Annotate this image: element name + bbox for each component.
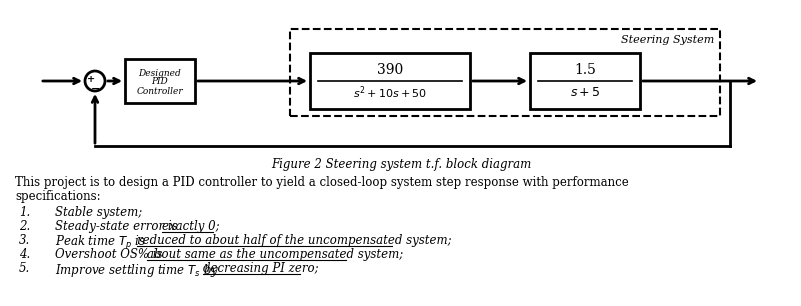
Text: decreasing PI zero;: decreasing PI zero; — [203, 262, 319, 275]
Text: +: + — [87, 76, 95, 84]
Text: −: − — [91, 83, 101, 94]
Text: Steady-state error is: Steady-state error is — [55, 220, 181, 233]
Text: Figure 2 Steering system t.f. block diagram: Figure 2 Steering system t.f. block diag… — [271, 158, 531, 171]
Text: 1.: 1. — [18, 206, 30, 219]
Text: Peak time $\mathit{T_p}$ is: Peak time $\mathit{T_p}$ is — [55, 234, 147, 252]
Text: 3.: 3. — [18, 234, 30, 247]
Text: specifications:: specifications: — [15, 190, 101, 203]
FancyBboxPatch shape — [530, 53, 640, 109]
Text: $s^2 + 10s + 50$: $s^2 + 10s + 50$ — [353, 85, 427, 101]
Text: 2.: 2. — [18, 220, 30, 233]
FancyBboxPatch shape — [310, 53, 470, 109]
Text: 390: 390 — [377, 63, 403, 77]
Text: 5.: 5. — [18, 262, 30, 275]
Text: Stable system;: Stable system; — [55, 206, 143, 219]
Text: exactly 0;: exactly 0; — [162, 220, 219, 233]
Text: Improve settling time $\mathit{T_s}$ by: Improve settling time $\mathit{T_s}$ by — [55, 262, 219, 279]
Text: $s + 5$: $s + 5$ — [570, 85, 601, 99]
Text: PID: PID — [151, 77, 168, 87]
Text: Steering System: Steering System — [621, 35, 714, 45]
Text: about same as the uncompensated system;: about same as the uncompensated system; — [147, 248, 403, 261]
Text: reduced to about half of the uncompensated system;: reduced to about half of the uncompensat… — [137, 234, 451, 247]
Text: Designed: Designed — [139, 69, 181, 79]
Text: 1.5: 1.5 — [574, 63, 596, 77]
Text: Controller: Controller — [137, 87, 183, 95]
FancyBboxPatch shape — [125, 59, 195, 103]
Text: This project is to design a PID controller to yield a closed-loop system step re: This project is to design a PID controll… — [15, 176, 629, 189]
Text: 4.: 4. — [18, 248, 30, 261]
Text: Overshoot OS% is: Overshoot OS% is — [55, 248, 167, 261]
